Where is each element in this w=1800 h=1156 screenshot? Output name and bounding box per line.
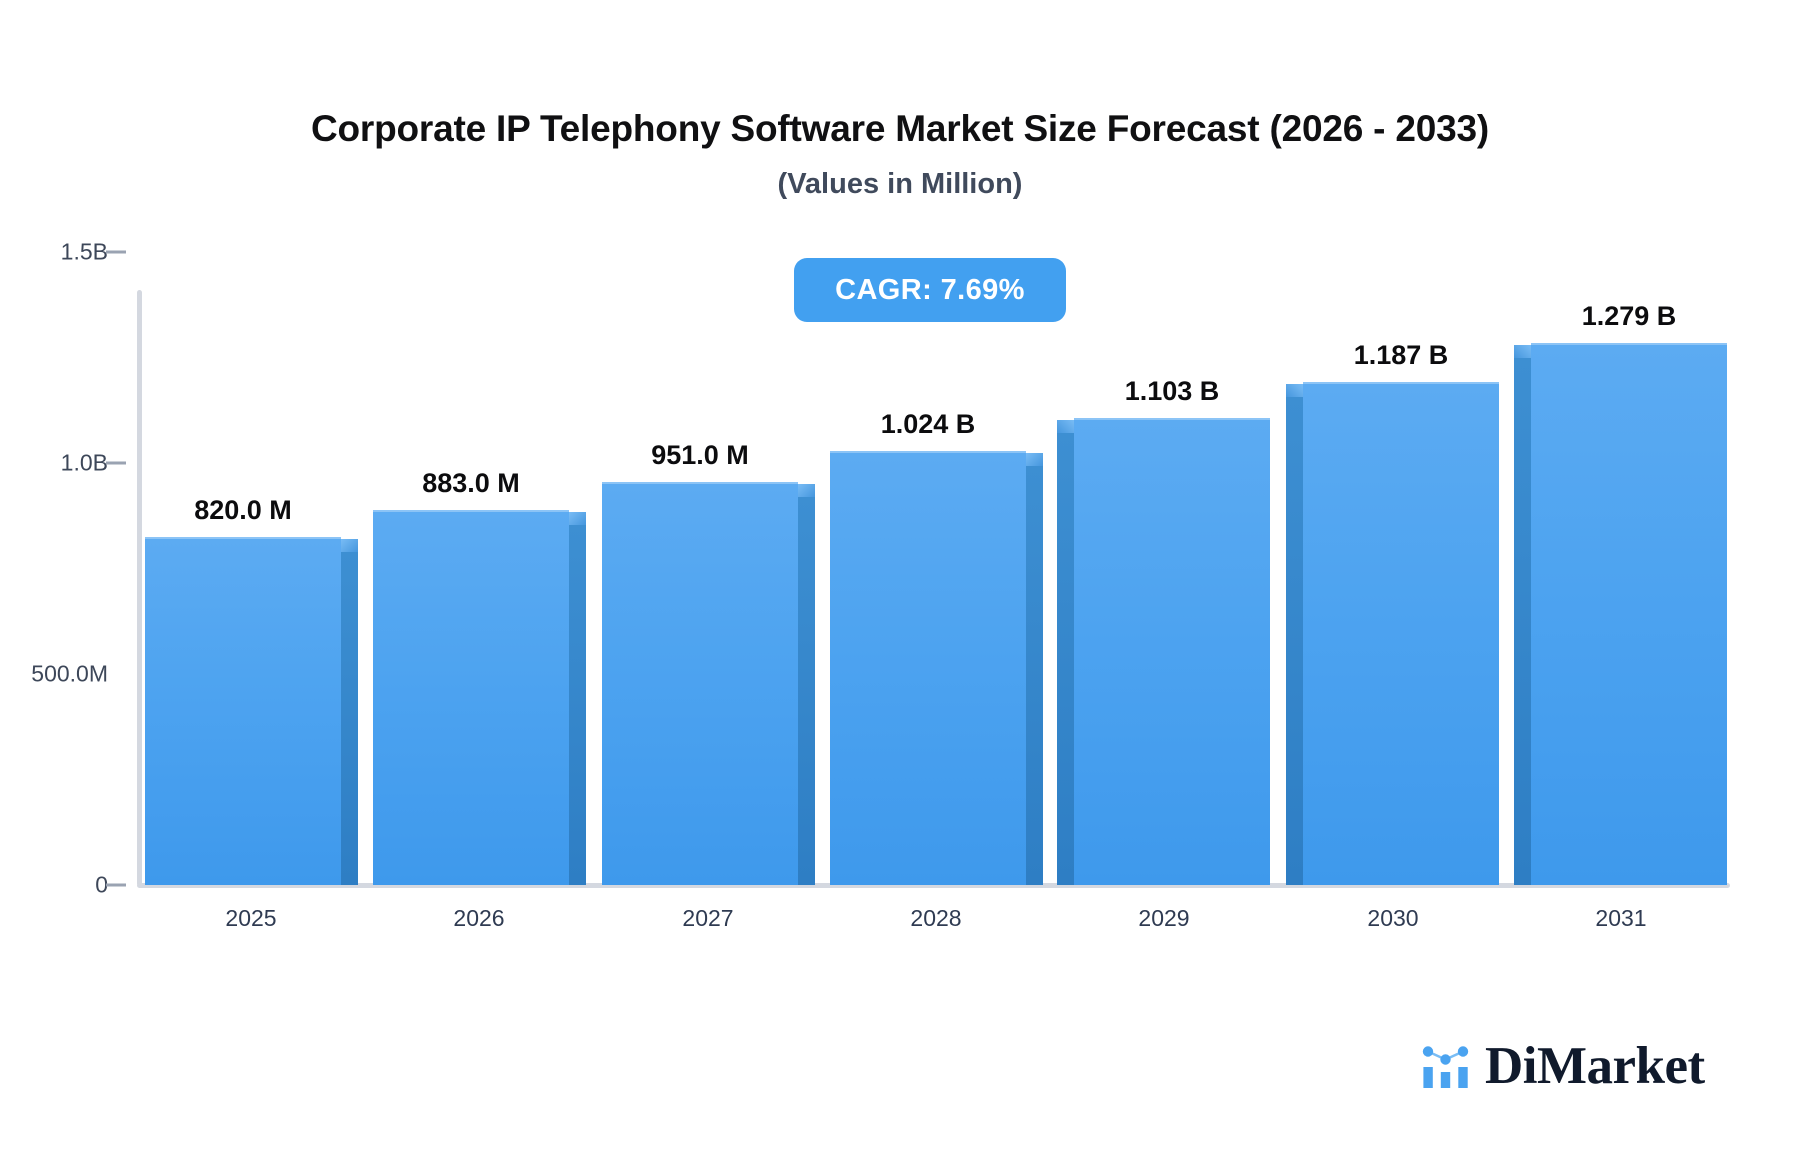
page-title: Corporate IP Telephony Software Market S… (310, 108, 1490, 149)
bar-side-panel (798, 496, 815, 885)
bar-side-panel (1026, 465, 1043, 885)
bar-face (1303, 382, 1499, 885)
bar-side-panel (569, 525, 586, 885)
bar-value-label: 820.0 M (194, 494, 292, 525)
bar-value-label: 1.279 B (1581, 301, 1677, 332)
bar-face (145, 536, 341, 885)
bar: 820.0 M (145, 495, 358, 885)
bar-top-cap (1514, 345, 1531, 359)
bar-top-cap (341, 538, 358, 552)
y-tick-label: 1.5B (60, 238, 108, 265)
bar-top-cap (569, 512, 586, 526)
bar-value-label: 1.024 B (880, 408, 976, 439)
x-tick-label: 2026 (453, 905, 505, 931)
bar-value-label: 951.0 M (651, 439, 749, 470)
bar-face (602, 481, 798, 885)
bar-face (1531, 343, 1727, 885)
cagr-badge: CAGR: 7.69% (794, 258, 1066, 322)
bar-top-cap (1057, 419, 1074, 433)
bar: 883.0 M (373, 468, 586, 885)
bar-value-label: 883.0 M (422, 468, 520, 499)
y-axis-line (137, 290, 142, 886)
y-tick-mark (106, 461, 126, 465)
bar-top-cap (1286, 384, 1303, 398)
x-tick-label: 2029 (1138, 905, 1190, 931)
bar: 1.187 B (1286, 340, 1499, 885)
x-axis-line (137, 883, 1730, 888)
bar-side-panel (341, 551, 358, 885)
page-subtitle: (Values in Million) (777, 168, 1023, 200)
bar-face (1074, 417, 1270, 885)
bar-chart-dots-icon (1422, 1045, 1469, 1088)
y-tick-mark (106, 883, 126, 887)
bar-side-panel (1057, 432, 1074, 885)
y-tick-label: 1.0B (60, 449, 108, 476)
bar-side-panel (1286, 397, 1303, 885)
y-tick-label: 500.0M (31, 660, 108, 687)
x-tick-label: 2030 (1367, 905, 1419, 931)
bar: 1.279 B (1514, 301, 1727, 885)
bar-top-cap (1026, 452, 1043, 466)
logo-text: DiMarket (1485, 1037, 1705, 1095)
bar: 951.0 M (602, 440, 815, 885)
x-tick-label: 2025 (225, 905, 277, 931)
bar-value-label: 1.187 B (1353, 340, 1449, 371)
bar: 1.024 B (830, 409, 1043, 885)
bar-top-cap (798, 483, 815, 497)
bar-side-panel (1514, 358, 1531, 885)
bar: 1.103 B (1057, 376, 1270, 885)
x-tick-label: 2031 (1595, 905, 1647, 931)
y-tick-label: 0 (95, 871, 108, 898)
y-tick-mark (106, 250, 126, 254)
x-tick-label: 2027 (682, 905, 734, 931)
dimarket-logo: DiMarket (1420, 1040, 1705, 1093)
x-tick-label: 2028 (910, 905, 962, 931)
bar-face (830, 450, 1026, 885)
bar-value-label: 1.103 B (1124, 375, 1220, 406)
bar-face (373, 510, 569, 885)
